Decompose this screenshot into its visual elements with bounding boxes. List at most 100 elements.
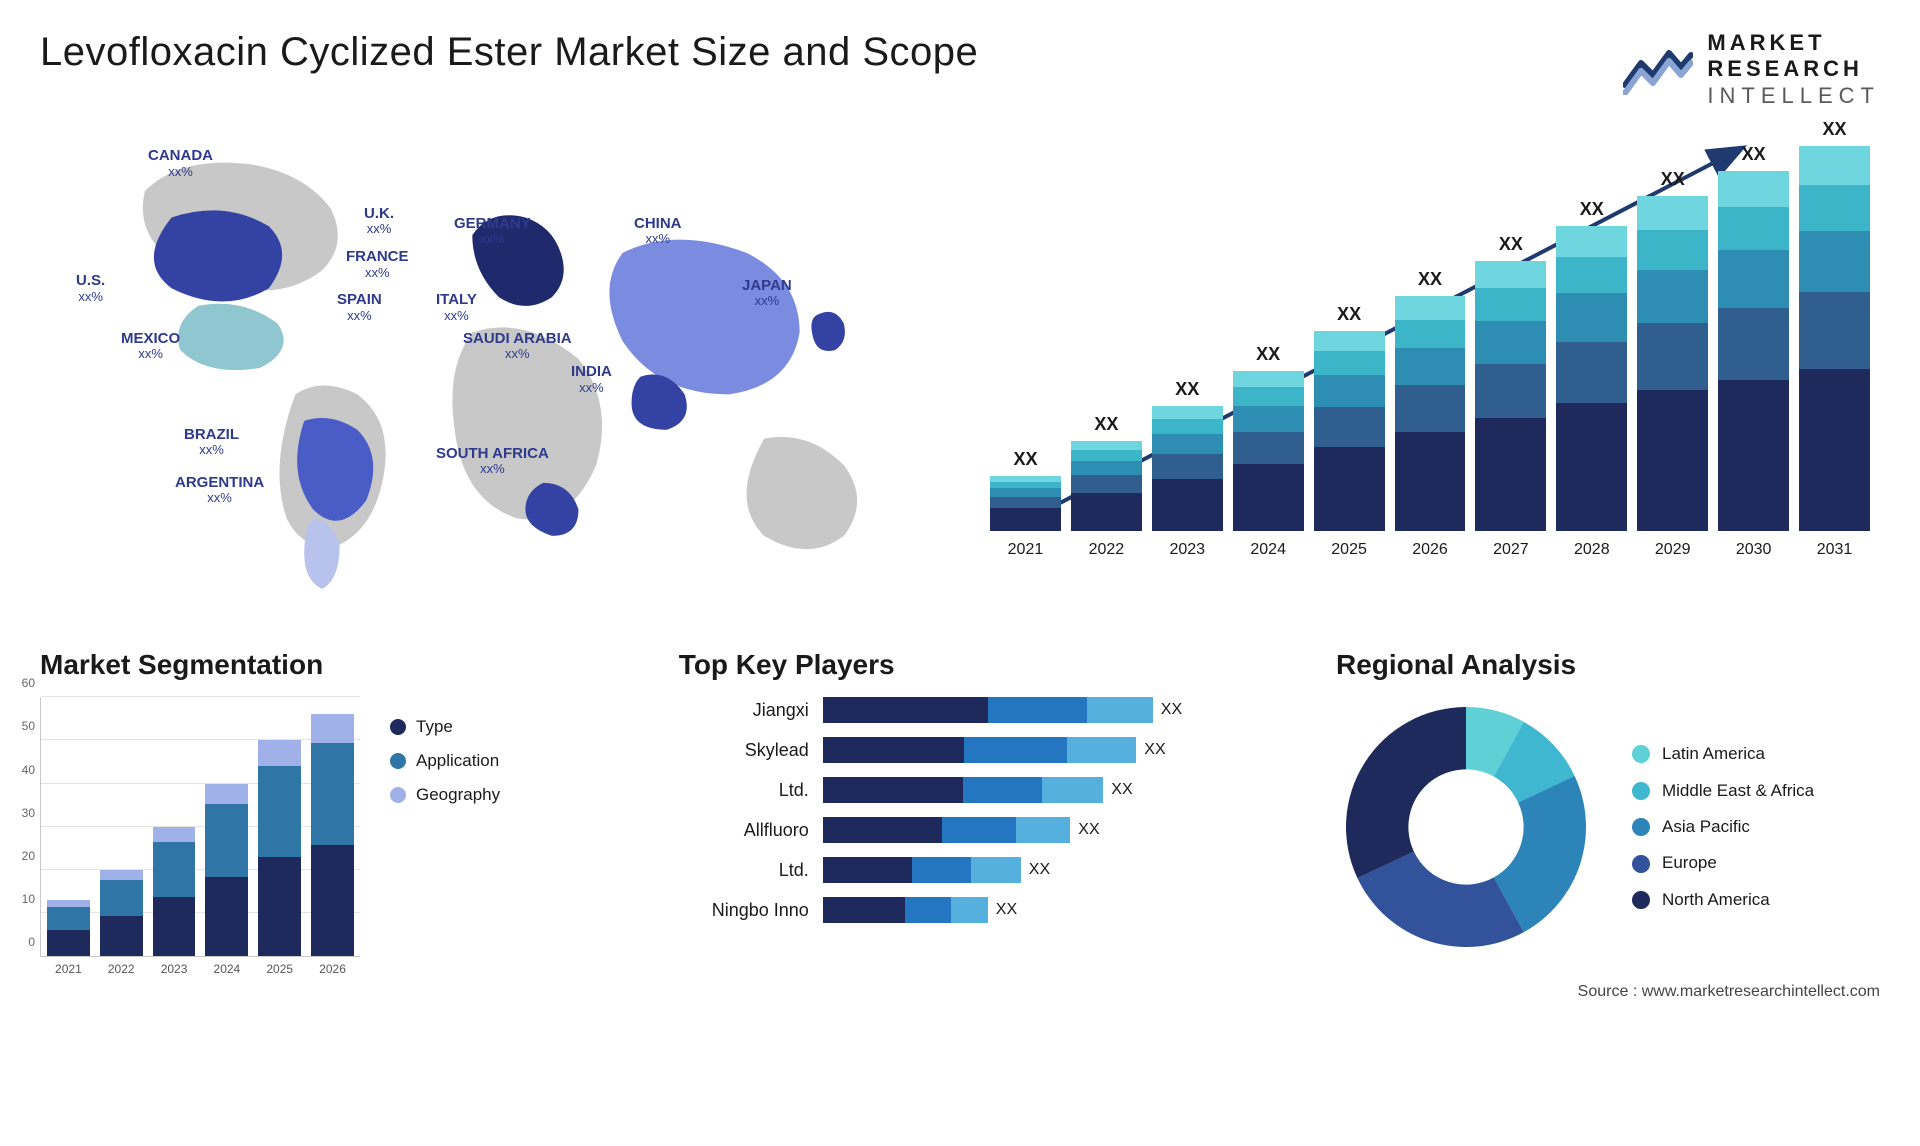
growth-seg	[1556, 226, 1627, 257]
player-value: XX	[1111, 781, 1132, 799]
segmentation-chart: 1020304050600202120222023202420252026	[40, 697, 360, 957]
seg-bar: 2021	[47, 900, 90, 956]
player-value: XX	[1144, 741, 1165, 759]
growth-x-label: 2025	[1331, 541, 1367, 559]
player-value: XX	[1029, 861, 1050, 879]
growth-x-label: 2027	[1493, 541, 1529, 559]
seg-bar-seg	[205, 784, 248, 805]
growth-seg	[1475, 418, 1546, 531]
growth-bar-label: XX	[1661, 169, 1685, 190]
growth-x-label: 2026	[1412, 541, 1448, 559]
segmentation-title: Market Segmentation	[40, 649, 629, 681]
logo: MARKET RESEARCH INTELLECT	[1623, 30, 1880, 109]
growth-seg	[1475, 364, 1546, 418]
growth-bar: XX2022	[1071, 414, 1142, 559]
growth-seg	[1799, 369, 1870, 531]
seg-bar-seg	[153, 842, 196, 896]
growth-seg	[1314, 351, 1385, 375]
player-row: JiangxiXX	[679, 697, 1286, 723]
growth-bar-label: XX	[1256, 344, 1280, 365]
player-row: Ltd. XX	[679, 857, 1286, 883]
map-label: MEXICOxx%	[121, 331, 180, 362]
growth-x-label: 2022	[1089, 541, 1125, 559]
growth-seg	[1233, 432, 1304, 464]
player-name: Ltd.	[679, 860, 809, 881]
growth-seg	[1314, 407, 1385, 447]
player-bar-wrap: XX	[823, 737, 1286, 763]
player-bar-seg	[823, 777, 963, 803]
legend-label: Latin America	[1662, 744, 1765, 764]
growth-bar-stack	[1556, 226, 1627, 531]
source-text: Source : www.marketresearchintellect.com	[40, 983, 1880, 1001]
growth-seg	[1071, 461, 1142, 475]
map-label: U.S.xx%	[76, 273, 105, 304]
players-title: Top Key Players	[679, 649, 1286, 681]
y-tick-label: 30	[22, 806, 35, 820]
player-bar	[823, 897, 988, 923]
map-label: BRAZILxx%	[184, 427, 239, 458]
logo-line3: INTELLECT	[1707, 83, 1880, 109]
growth-bar: XX2031	[1799, 119, 1870, 559]
seg-bar-seg	[153, 897, 196, 957]
legend-label: Asia Pacific	[1662, 817, 1750, 837]
player-bar-wrap: XX	[823, 817, 1286, 843]
growth-bar-label: XX	[1013, 449, 1037, 470]
map-label: SPAINxx%	[337, 292, 382, 323]
legend-label: Europe	[1662, 853, 1717, 873]
growth-seg	[1718, 250, 1789, 308]
growth-seg	[1637, 323, 1708, 390]
logo-text: MARKET RESEARCH INTELLECT	[1707, 30, 1880, 109]
growth-seg	[1314, 375, 1385, 407]
player-bar-wrap: XX	[823, 857, 1286, 883]
growth-seg	[1799, 185, 1870, 231]
growth-bar-stack	[1314, 331, 1385, 531]
player-bar-seg	[823, 817, 942, 843]
logo-line1: MARKET	[1707, 30, 1880, 56]
player-name: Skylead	[679, 740, 809, 761]
legend-swatch	[390, 719, 406, 735]
page-title: Levofloxacin Cyclized Ester Market Size …	[40, 30, 978, 75]
players-list: JiangxiXXSkyleadXXLtd.XXAllfluoroXXLtd.X…	[679, 697, 1286, 923]
legend-label: North America	[1662, 890, 1770, 910]
growth-x-label: 2021	[1008, 541, 1044, 559]
growth-seg	[1233, 387, 1304, 406]
growth-bar: XX2028	[1556, 199, 1627, 559]
growth-seg	[1395, 348, 1466, 386]
growth-seg	[1395, 296, 1466, 320]
top-row: CANADAxx%U.S.xx%MEXICOxx%BRAZILxx%ARGENT…	[40, 129, 1880, 609]
seg-x-label: 2024	[214, 962, 241, 976]
player-bar	[823, 737, 1137, 763]
growth-bar: XX 2021	[990, 449, 1061, 559]
growth-bar-stack	[1637, 196, 1708, 531]
seg-bar: 2023	[153, 827, 196, 957]
player-bar	[823, 777, 1104, 803]
growth-seg	[1556, 293, 1627, 342]
growth-seg	[1475, 321, 1546, 364]
player-row: Ningbo InnoXX	[679, 897, 1286, 923]
growth-seg	[1071, 450, 1142, 461]
header: Levofloxacin Cyclized Ester Market Size …	[40, 30, 1880, 109]
regional-panel: Regional Analysis Latin AmericaMiddle Ea…	[1336, 649, 1920, 957]
regional-donut-chart	[1336, 697, 1596, 957]
seg-bar-seg	[100, 916, 143, 956]
map-label: GERMANYxx%	[454, 216, 531, 247]
growth-bar-stack	[1718, 171, 1789, 531]
growth-bar-stack	[1071, 441, 1142, 531]
growth-bar: XX2023	[1152, 379, 1223, 559]
map-label: JAPANxx%	[742, 278, 792, 309]
map-label: SOUTH AFRICAxx%	[436, 446, 549, 477]
growth-x-label: 2031	[1817, 541, 1853, 559]
growth-seg	[1152, 454, 1223, 479]
growth-seg	[1152, 434, 1223, 454]
seg-bar: 2026	[311, 714, 354, 956]
player-bar-seg	[823, 737, 964, 763]
player-bar	[823, 857, 1021, 883]
growth-bar-stack	[1395, 296, 1466, 531]
growth-bar-label: XX	[1742, 144, 1766, 165]
growth-seg	[1637, 196, 1708, 230]
growth-seg	[1152, 406, 1223, 419]
growth-bar: XX2030	[1718, 144, 1789, 559]
growth-bar-stack	[990, 476, 1061, 531]
map-label: U.K.xx%	[364, 206, 394, 237]
seg-bar-seg	[47, 907, 90, 931]
